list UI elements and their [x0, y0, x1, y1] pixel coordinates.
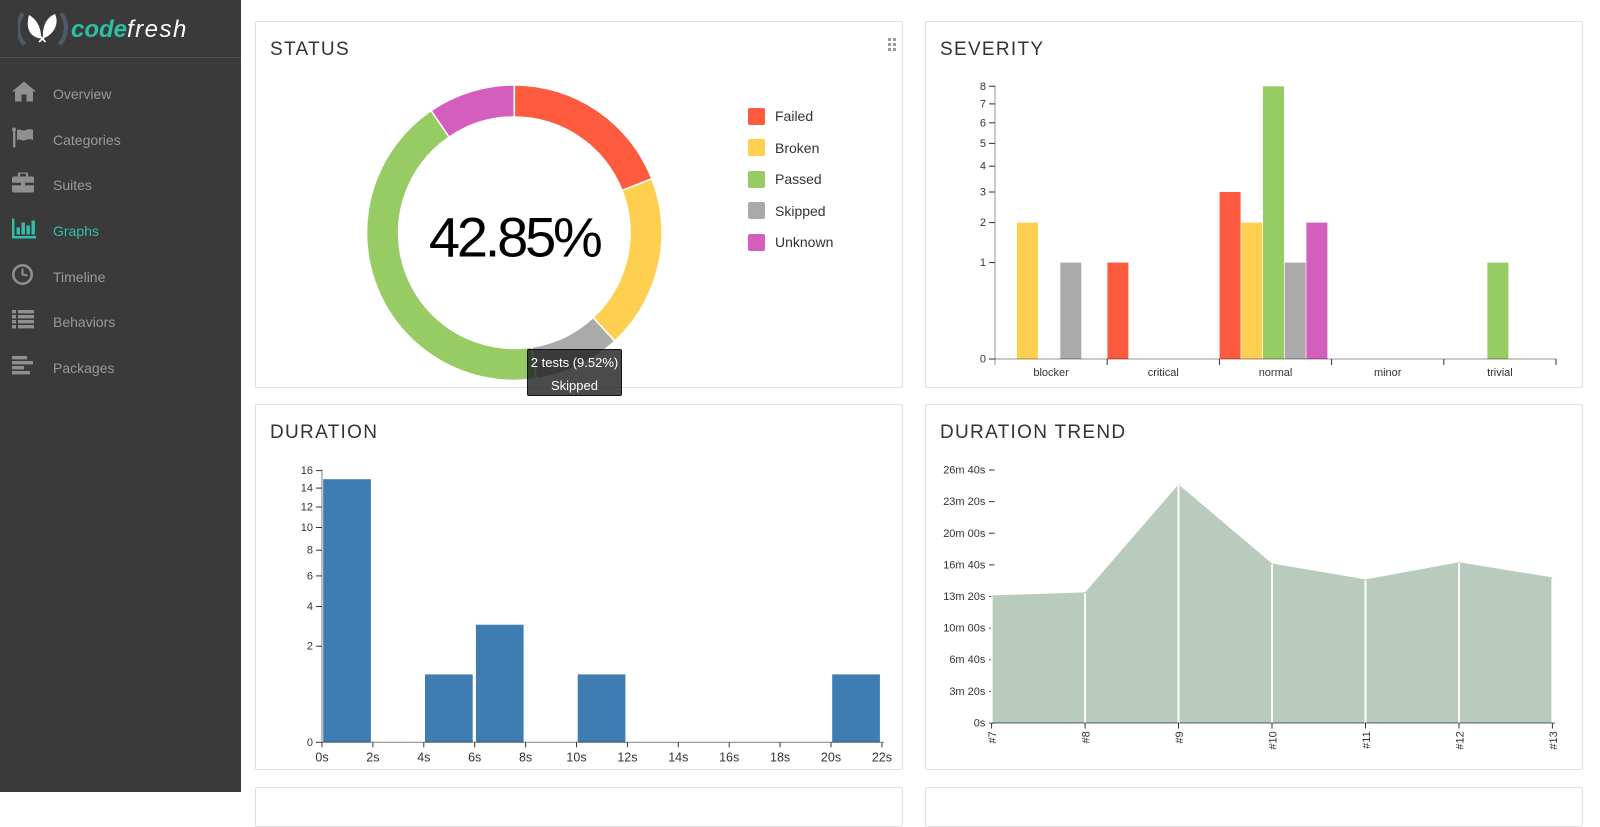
- svg-text:16m 40s: 16m 40s: [943, 559, 986, 571]
- svg-text:trivial: trivial: [1487, 367, 1513, 379]
- svg-text:0: 0: [307, 737, 313, 749]
- svg-text:14: 14: [301, 483, 313, 495]
- svg-text:#10: #10: [1267, 731, 1279, 749]
- svg-text:10s: 10s: [566, 750, 586, 764]
- svg-text:5: 5: [980, 138, 986, 150]
- svg-text:0: 0: [980, 354, 986, 366]
- svg-text:2: 2: [980, 217, 986, 229]
- svg-text:0s: 0s: [315, 750, 328, 764]
- svg-text:6: 6: [307, 570, 313, 582]
- svg-text:#8: #8: [1081, 731, 1093, 743]
- svg-text:12: 12: [301, 502, 313, 514]
- svg-text:0s: 0s: [974, 718, 986, 730]
- svg-text:20s: 20s: [821, 750, 841, 764]
- svg-text:14s: 14s: [668, 750, 688, 764]
- svg-text:13m 20s: 13m 20s: [943, 591, 986, 603]
- svg-text:10m 00s: 10m 00s: [943, 623, 986, 635]
- svg-text:critical: critical: [1148, 367, 1179, 379]
- svg-text:3: 3: [980, 187, 986, 199]
- svg-text:#13: #13: [1548, 731, 1560, 749]
- svg-text:12s: 12s: [617, 750, 637, 764]
- svg-text:4: 4: [980, 161, 986, 173]
- svg-text:2: 2: [307, 641, 313, 653]
- svg-text:7: 7: [980, 98, 986, 110]
- svg-text:1: 1: [980, 257, 986, 269]
- svg-text:minor: minor: [1374, 367, 1402, 379]
- svg-text:#11: #11: [1361, 731, 1373, 749]
- svg-text:6s: 6s: [468, 750, 481, 764]
- svg-text:23m 20s: 23m 20s: [943, 496, 986, 508]
- svg-text:16: 16: [301, 465, 313, 477]
- svg-text:6m 40s: 6m 40s: [949, 654, 986, 666]
- svg-text:18s: 18s: [770, 750, 790, 764]
- svg-text:blocker: blocker: [1033, 367, 1069, 379]
- svg-text:20m 00s: 20m 00s: [943, 528, 986, 540]
- svg-text:2s: 2s: [366, 750, 379, 764]
- svg-text:26m 40s: 26m 40s: [943, 465, 986, 477]
- svg-text:10: 10: [301, 522, 313, 534]
- svg-text:6: 6: [980, 117, 986, 129]
- svg-text:16s: 16s: [719, 750, 739, 764]
- svg-text:42.85%: 42.85%: [429, 206, 601, 269]
- svg-text:8s: 8s: [519, 750, 532, 764]
- svg-text:#7: #7: [987, 731, 999, 743]
- svg-text:8: 8: [307, 545, 313, 557]
- svg-text:4: 4: [307, 601, 313, 613]
- svg-text:4s: 4s: [417, 750, 430, 764]
- svg-text:#12: #12: [1454, 731, 1466, 749]
- svg-text:#9: #9: [1174, 731, 1186, 743]
- svg-text:22s: 22s: [872, 750, 892, 764]
- svg-text:8: 8: [980, 81, 986, 93]
- svg-text:normal: normal: [1259, 367, 1293, 379]
- svg-text:3m 20s: 3m 20s: [949, 686, 986, 698]
